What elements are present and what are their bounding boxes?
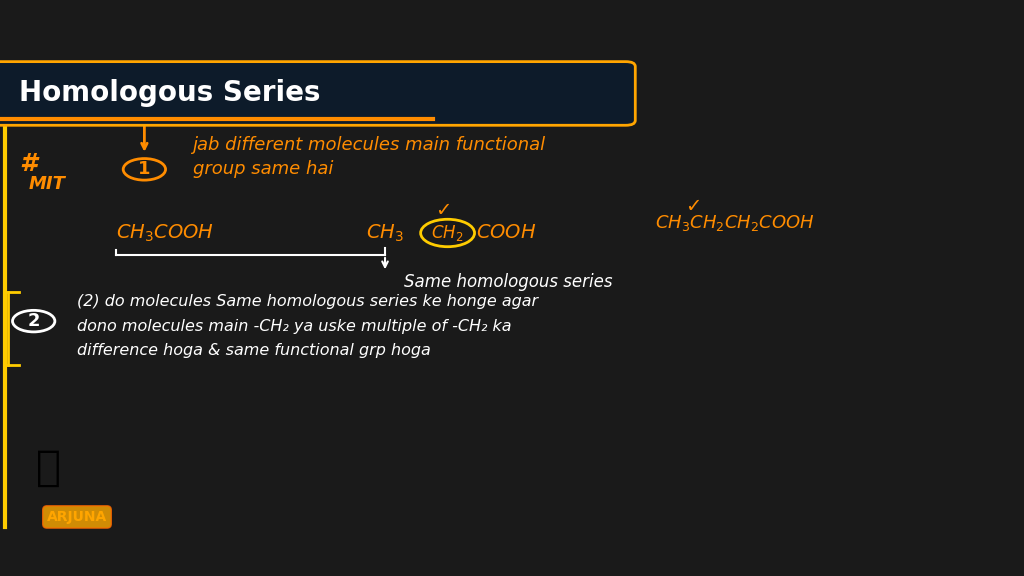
Text: 2: 2 — [28, 312, 40, 330]
Text: jab different molecules main functional: jab different molecules main functional — [193, 136, 546, 154]
Text: $COOH$: $COOH$ — [476, 223, 537, 242]
Text: Same homologous series: Same homologous series — [404, 273, 612, 291]
Text: ✓: ✓ — [685, 196, 701, 215]
Text: $CH_3COOH$: $CH_3COOH$ — [116, 222, 213, 244]
Text: $CH_3CH_2CH_2COOH$: $CH_3CH_2CH_2COOH$ — [654, 213, 814, 233]
Text: 🏹: 🏹 — [36, 447, 60, 489]
Text: 1: 1 — [138, 160, 151, 179]
Text: ARJUNA: ARJUNA — [47, 510, 108, 524]
Text: ✓: ✓ — [434, 202, 451, 221]
Text: MIT: MIT — [29, 175, 66, 193]
FancyBboxPatch shape — [0, 62, 635, 126]
Text: difference hoga & same functional grp hoga: difference hoga & same functional grp ho… — [77, 343, 431, 358]
Text: $CH_2$: $CH_2$ — [431, 223, 464, 243]
Text: (2) do molecules Same homologous series ke honge agar: (2) do molecules Same homologous series … — [77, 294, 539, 309]
Text: $CH_3$: $CH_3$ — [366, 222, 403, 244]
Text: Homologous Series: Homologous Series — [19, 79, 321, 108]
Text: dono molecules main -CH₂ ya uske multiple of -CH₂ ka: dono molecules main -CH₂ ya uske multipl… — [77, 319, 512, 334]
Text: #: # — [19, 153, 37, 176]
Text: group same hai: group same hai — [193, 160, 333, 179]
